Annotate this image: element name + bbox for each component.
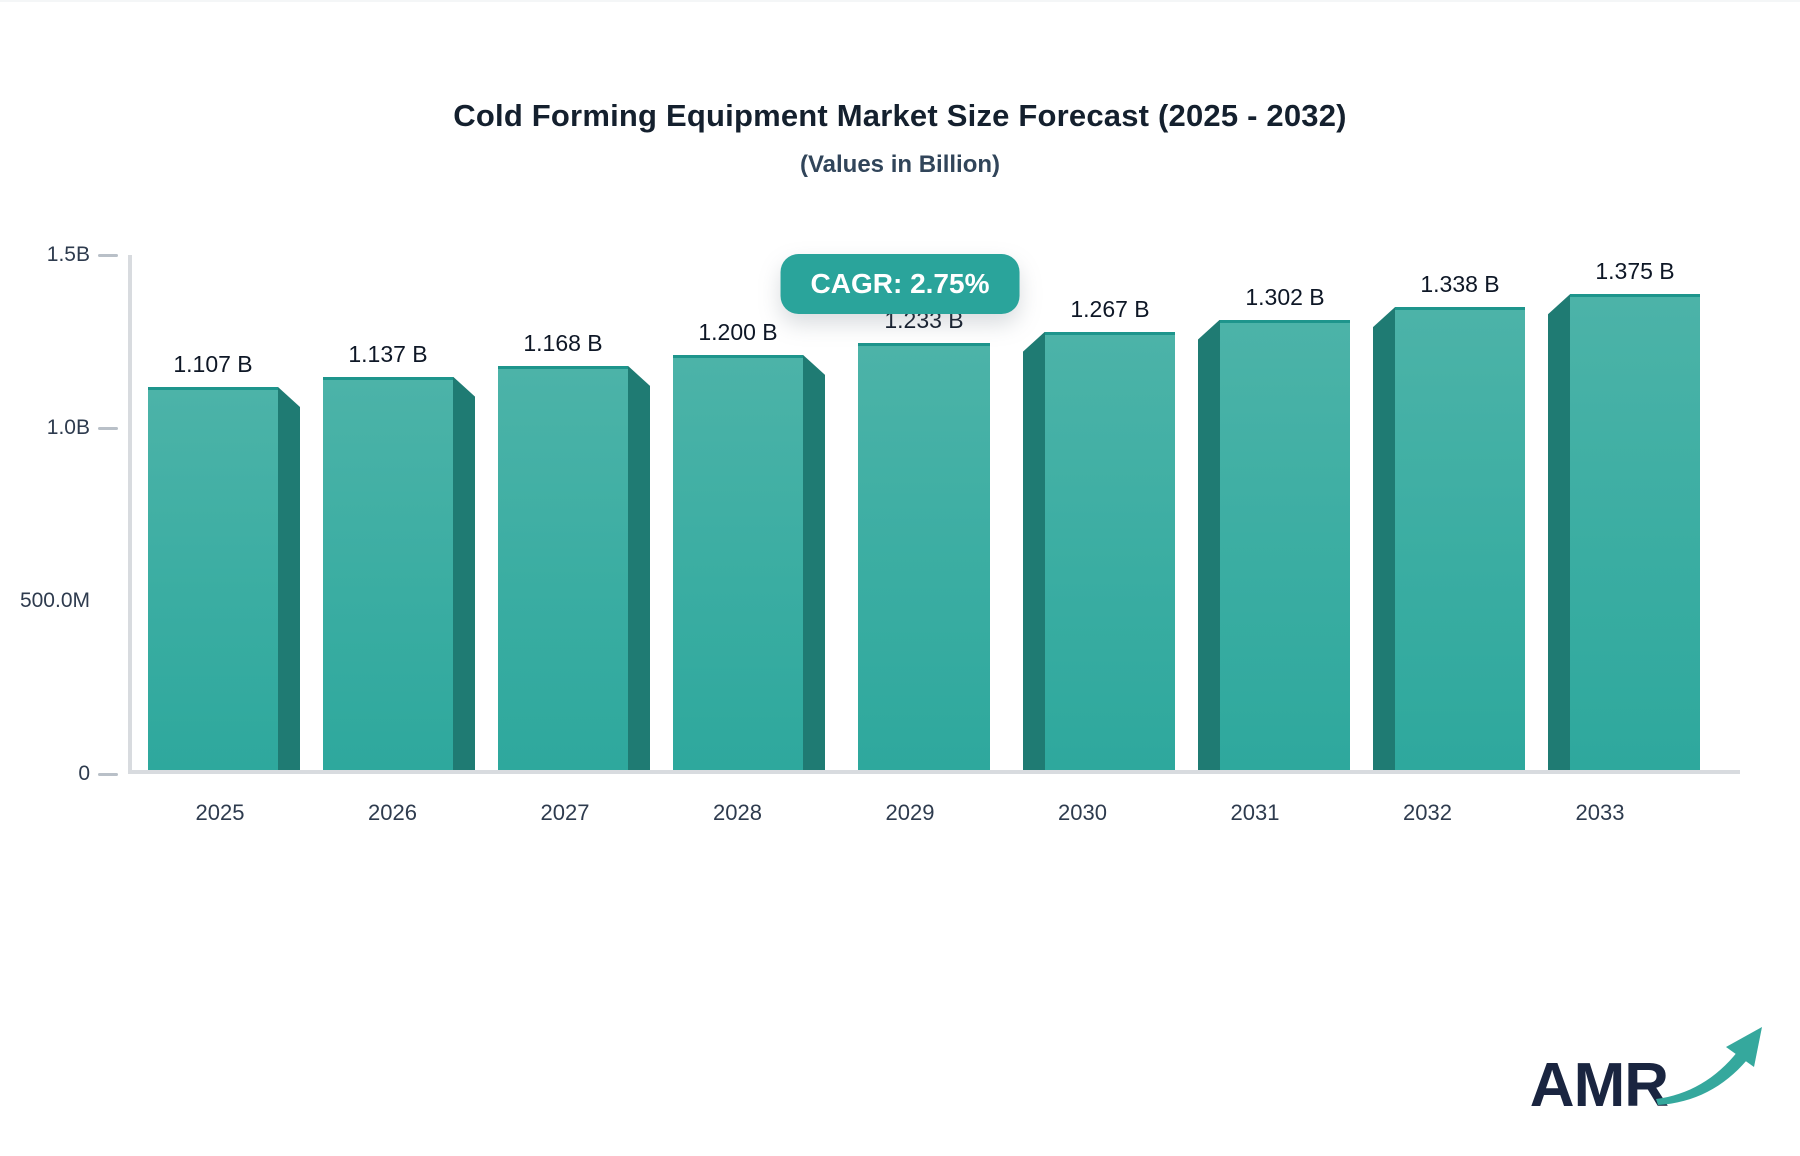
y-tick-label: 1.0B [46, 416, 90, 439]
y-tick-label: 500.0M [19, 589, 90, 612]
y-tick: 1.5B [0, 242, 128, 268]
bar-side-shade [803, 354, 825, 770]
chart-subtitle: (Values in Billion) [799, 151, 1001, 178]
bar: 1.137 B [323, 341, 475, 770]
bar: 1.338 B [1373, 271, 1525, 770]
y-tick-dash [98, 773, 118, 776]
cagr-badge: CAGR: 2.75% [780, 254, 1020, 314]
bar-face [323, 376, 453, 770]
bar-slot: 1.338 B [1373, 271, 1525, 770]
x-tick-label: 2027 [540, 800, 590, 825]
bar: 1.267 B [1023, 296, 1175, 770]
x-tick-label: 2026 [368, 800, 417, 825]
bar-face [1570, 294, 1700, 770]
bar-value-label: 1.107 B [173, 350, 253, 377]
plot-area: 1.107 B 1.137 B 1.168 B 1.200 B 1.233 B 1.267… [128, 255, 1740, 774]
y-tick-dash [98, 254, 118, 257]
bar-face [148, 386, 278, 770]
y-tick: 1.0B [0, 415, 128, 441]
bar-face [498, 365, 628, 770]
bar-side-shade [1548, 294, 1570, 770]
bar: 1.168 B [498, 330, 650, 770]
bar-value-label: 1.338 B [1420, 271, 1500, 298]
bar-side-shade [1023, 331, 1045, 770]
bar-slot: 1.107 B [148, 351, 300, 770]
bar-side-shade [278, 386, 300, 770]
y-tick-dash [98, 427, 118, 430]
x-tick-label: 2033 [1575, 800, 1625, 825]
bar-slot: 1.375 B [1548, 258, 1700, 770]
x-tick-label: 2030 [1058, 800, 1107, 825]
bar-slot: 1.233 B [848, 307, 1000, 770]
bar-value-label: 1.137 B [348, 340, 428, 367]
y-tick-label: 1.5B [46, 243, 90, 266]
amr-logo: AMR [1529, 1025, 1766, 1120]
x-tick-label: 2025 [195, 800, 245, 825]
bar-slot: 1.168 B [498, 330, 650, 770]
bar-series: 1.107 B 1.137 B 1.168 B 1.200 B 1.233 B 1.267… [148, 255, 1700, 770]
bar-side-shade [628, 365, 650, 770]
bar-value-label: 1.267 B [1070, 295, 1150, 322]
bar-value-label: 1.168 B [523, 329, 603, 356]
bar-face [1220, 319, 1350, 770]
x-tick-label: 2029 [885, 800, 935, 825]
bar: 1.302 B [1198, 284, 1350, 770]
y-tick: 0 [0, 761, 128, 787]
bar-face [1045, 331, 1175, 770]
bar-face [1395, 307, 1525, 770]
bar-face [673, 354, 803, 770]
chart-area: 1.5B 1.0B 500.0M 0 1.107 B 1.137 B 1.168 B 1.2… [0, 243, 1800, 875]
bar: 1.375 B [1548, 258, 1700, 770]
bar: 1.233 B [858, 307, 990, 770]
bar-side-shade [1198, 319, 1220, 770]
bar-side-shade [1373, 307, 1395, 770]
bar-face [858, 343, 990, 770]
bar-value-label: 1.375 B [1595, 258, 1675, 285]
x-tick-label: 2032 [1403, 800, 1452, 825]
bar-slot: 1.267 B [1023, 296, 1175, 770]
x-tick-label: 2031 [1230, 800, 1280, 825]
bar-slot: 1.200 B [673, 319, 825, 770]
x-axis-labels: 2025 2026 2027 2028 2029 2030 2031 2032 2033 [144, 800, 1700, 826]
y-tick-label: 0 [78, 762, 90, 785]
growth-arrow-icon [1654, 1025, 1766, 1112]
bar-slot: 1.302 B [1198, 284, 1350, 770]
bar-value-label: 1.302 B [1245, 283, 1325, 310]
amr-logo-text: AMR [1529, 1050, 1669, 1120]
bar: 1.107 B [148, 351, 300, 770]
x-tick-label: 2028 [713, 800, 762, 825]
bar: 1.200 B [673, 319, 825, 770]
bar-value-label: 1.200 B [698, 318, 778, 345]
bar-side-shade [453, 376, 475, 770]
chart-title: Cold Forming Equipment Market Size Forec… [453, 98, 1347, 133]
bar-slot: 1.137 B [323, 341, 475, 770]
y-tick: 500.0M [0, 588, 128, 614]
